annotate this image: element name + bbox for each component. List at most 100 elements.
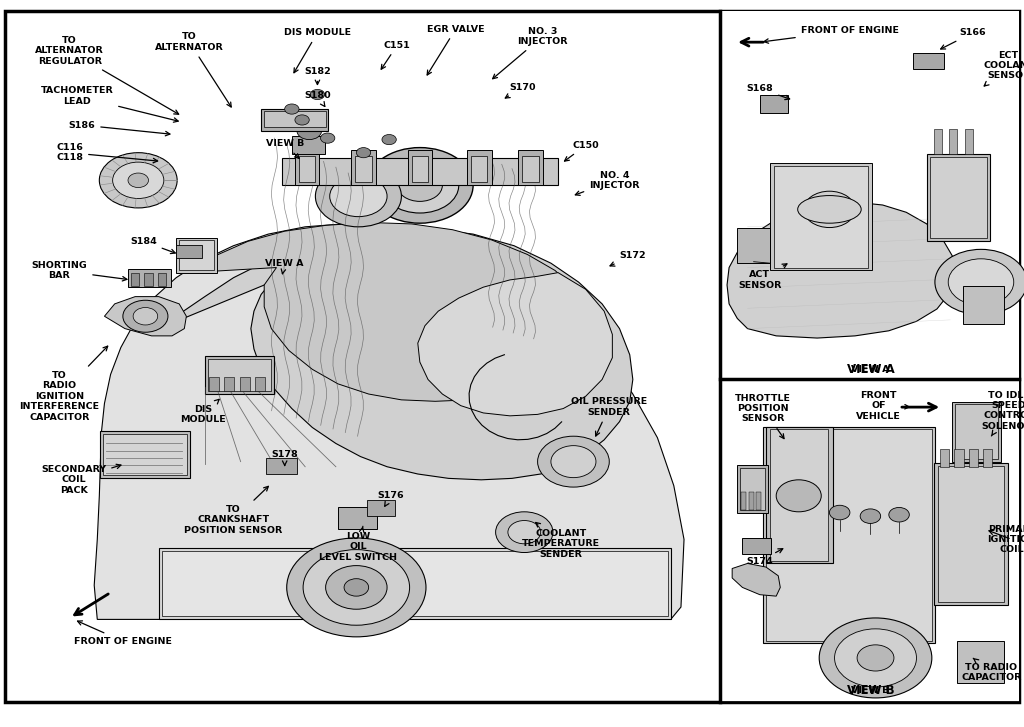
Circle shape — [496, 512, 553, 553]
Circle shape — [287, 538, 426, 637]
Text: C150: C150 — [564, 141, 599, 161]
Text: VIEW B: VIEW B — [265, 140, 304, 158]
Circle shape — [310, 89, 325, 100]
Bar — [934, 463, 1008, 605]
Circle shape — [804, 191, 855, 228]
Text: TO
ALTERNATOR: TO ALTERNATOR — [155, 33, 231, 107]
Circle shape — [551, 446, 596, 478]
Text: NO. 3
INJECTOR: NO. 3 INJECTOR — [493, 27, 568, 79]
Circle shape — [538, 436, 609, 487]
Circle shape — [326, 566, 387, 609]
Bar — [467, 150, 492, 185]
Bar — [408, 150, 432, 185]
Bar — [963, 286, 1004, 324]
Bar — [412, 156, 428, 182]
Text: C116
C118: C116 C118 — [56, 143, 158, 163]
Circle shape — [123, 300, 168, 332]
Bar — [770, 163, 872, 270]
Bar — [338, 507, 377, 529]
Bar — [952, 402, 1001, 462]
Text: TO
CRANKSHAFT
POSITION SENSOR: TO CRANKSHAFT POSITION SENSOR — [184, 486, 283, 534]
Bar — [367, 500, 395, 516]
Bar — [292, 136, 325, 154]
Text: PRIMARY
IGNITION
COIL: PRIMARY IGNITION COIL — [987, 525, 1024, 554]
Circle shape — [128, 173, 148, 188]
Bar — [965, 129, 973, 154]
Circle shape — [321, 133, 335, 143]
Text: C151: C151 — [381, 41, 411, 69]
Bar — [766, 427, 833, 563]
Bar — [255, 377, 265, 391]
Text: THROTTLE
POSITION
SENSOR: THROTTLE POSITION SENSOR — [735, 394, 791, 438]
Bar — [720, 379, 1019, 702]
Text: FRONT OF ENGINE: FRONT OF ENGINE — [764, 26, 899, 44]
Bar — [774, 166, 868, 268]
Bar — [209, 377, 219, 391]
Bar — [158, 273, 166, 286]
Circle shape — [113, 162, 164, 198]
Text: S184: S184 — [130, 237, 175, 254]
Circle shape — [857, 645, 894, 671]
Circle shape — [381, 158, 459, 213]
Bar — [176, 238, 217, 273]
Text: DIS MODULE: DIS MODULE — [284, 28, 351, 73]
Circle shape — [819, 618, 932, 698]
Text: NO. 4
INJECTOR: NO. 4 INJECTOR — [575, 171, 640, 196]
Bar — [131, 273, 139, 286]
Circle shape — [860, 509, 881, 523]
Text: TO IDLE
SPEED
CONTROL
SOLENOID: TO IDLE SPEED CONTROL SOLENOID — [981, 390, 1024, 436]
Polygon shape — [418, 273, 612, 416]
Text: TO
ALTERNATOR
REGULATOR: TO ALTERNATOR REGULATOR — [35, 36, 178, 114]
Bar — [969, 449, 978, 467]
Circle shape — [835, 629, 916, 687]
Circle shape — [303, 550, 410, 625]
Text: ECT
COOLANT
SENSOR: ECT COOLANT SENSOR — [983, 51, 1024, 86]
Bar — [282, 158, 558, 185]
Bar — [927, 154, 990, 241]
Polygon shape — [94, 224, 684, 619]
Bar — [159, 548, 671, 619]
Bar — [518, 150, 543, 185]
Bar — [742, 538, 771, 554]
Bar — [940, 449, 949, 467]
Text: EGR VALVE: EGR VALVE — [427, 25, 484, 75]
Circle shape — [99, 153, 177, 208]
Text: S168: S168 — [746, 84, 790, 100]
Text: S178: S178 — [271, 450, 298, 465]
Text: VIEW B: VIEW B — [847, 684, 894, 697]
Circle shape — [297, 122, 322, 140]
Text: DIS
MODULE: DIS MODULE — [180, 399, 225, 424]
Text: SECONDARY
COIL
PACK: SECONDARY COIL PACK — [41, 465, 121, 494]
Text: S170: S170 — [505, 83, 536, 98]
Ellipse shape — [798, 196, 861, 223]
Circle shape — [382, 134, 396, 145]
Text: FRONT OF ENGINE: FRONT OF ENGINE — [74, 621, 172, 646]
Text: TO
RADIO
IGNITION
INTERFERENCE
CAPACITOR: TO RADIO IGNITION INTERFERENCE CAPACITOR — [19, 346, 108, 422]
Text: TACHOMETER
LEAD: TACHOMETER LEAD — [40, 87, 178, 122]
Bar — [100, 431, 190, 478]
Polygon shape — [189, 222, 586, 401]
Bar — [355, 156, 372, 182]
Bar — [205, 356, 274, 394]
Circle shape — [889, 507, 909, 522]
Bar — [144, 273, 153, 286]
Bar — [351, 150, 376, 185]
Text: SHORTING
BAR: SHORTING BAR — [32, 261, 127, 281]
Bar — [930, 157, 987, 238]
Text: S176: S176 — [378, 491, 404, 506]
Bar — [756, 492, 761, 510]
Circle shape — [295, 115, 309, 125]
Bar — [763, 427, 935, 643]
Circle shape — [948, 259, 1014, 305]
Circle shape — [356, 148, 371, 158]
Bar — [128, 269, 171, 287]
Polygon shape — [732, 563, 780, 596]
Text: TO RADIO
CAPACITOR: TO RADIO CAPACITOR — [962, 658, 1021, 682]
Bar — [737, 228, 770, 263]
Text: VIEW A: VIEW A — [265, 259, 304, 274]
Bar — [954, 449, 964, 467]
Text: S186: S186 — [69, 121, 170, 136]
Text: S172: S172 — [610, 252, 646, 266]
Bar — [224, 377, 234, 391]
Bar — [934, 129, 942, 154]
